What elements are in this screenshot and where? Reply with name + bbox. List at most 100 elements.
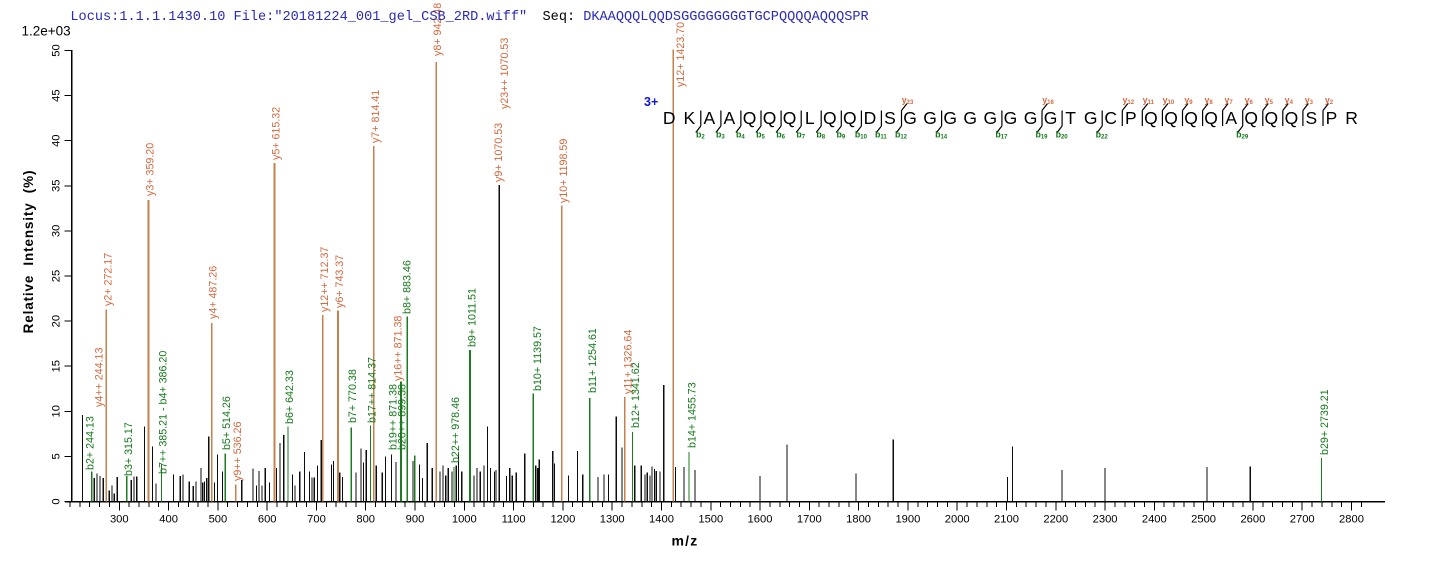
svg-text:Locus:1.1.1.1430.10 File:"2018: Locus:1.1.1.1430.10 File:"20181224_001_g… xyxy=(70,10,527,25)
svg-text:y5: y5 xyxy=(1265,95,1274,106)
svg-text:1500: 1500 xyxy=(698,514,723,526)
svg-text:S: S xyxy=(1306,108,1318,128)
svg-text:b22: b22 xyxy=(1096,130,1109,141)
svg-text:Q: Q xyxy=(763,108,777,128)
svg-text:b5+ 514.26: b5+ 514.26 xyxy=(221,396,233,450)
svg-text:Seq:: Seq: xyxy=(543,10,576,25)
svg-text:Q: Q xyxy=(1184,108,1198,128)
svg-text:10: 10 xyxy=(51,405,63,417)
svg-text:y12: y12 xyxy=(1123,95,1135,106)
svg-text:b9+ 1011.51: b9+ 1011.51 xyxy=(467,288,479,347)
svg-text:T: T xyxy=(1065,108,1076,128)
svg-text:3+: 3+ xyxy=(644,95,658,109)
svg-text:b17++ 814.37: b17++ 814.37 xyxy=(367,357,379,423)
svg-text:1000: 1000 xyxy=(452,514,477,526)
svg-text:2600: 2600 xyxy=(1240,514,1265,526)
svg-text:m/z: m/z xyxy=(672,533,699,549)
svg-text:1900: 1900 xyxy=(895,514,920,526)
svg-text:300: 300 xyxy=(110,514,129,526)
svg-text:b10: b10 xyxy=(855,130,868,141)
svg-text:b12: b12 xyxy=(895,130,908,141)
svg-text:y23: y23 xyxy=(902,95,914,106)
svg-text:G: G xyxy=(943,108,957,128)
svg-text:b17: b17 xyxy=(995,130,1008,141)
svg-text:Q: Q xyxy=(1204,108,1218,128)
svg-text:2200: 2200 xyxy=(1043,514,1068,526)
svg-text:2700: 2700 xyxy=(1290,514,1315,526)
svg-text:C: C xyxy=(1104,108,1117,128)
svg-text:A: A xyxy=(1225,108,1237,128)
svg-text:Q: Q xyxy=(1285,108,1299,128)
svg-text:y2: y2 xyxy=(1325,95,1334,106)
svg-text:b3: b3 xyxy=(716,130,725,141)
svg-text:L: L xyxy=(805,108,815,128)
svg-text:2300: 2300 xyxy=(1093,514,1118,526)
svg-text:b20: b20 xyxy=(1056,130,1069,141)
svg-text:800: 800 xyxy=(356,514,375,526)
svg-text:b7+ 770.38: b7+ 770.38 xyxy=(347,369,359,423)
svg-text:1600: 1600 xyxy=(748,514,773,526)
svg-text:y6: y6 xyxy=(1245,95,1254,106)
svg-text:y4+ 487.26: y4+ 487.26 xyxy=(208,266,220,319)
svg-text:y9: y9 xyxy=(1184,95,1193,106)
svg-text:D: D xyxy=(864,108,877,128)
svg-text:b2: b2 xyxy=(696,130,705,141)
svg-text:D: D xyxy=(663,108,676,128)
svg-text:b29: b29 xyxy=(1236,130,1249,141)
svg-text:DKAAQQQLQQDSGGGGGGGGTGCPQQQQAQ: DKAAQQQLQQDSGGGGGGGGTGCPQQQQAQQQSPR xyxy=(583,10,869,25)
svg-text:2400: 2400 xyxy=(1142,514,1167,526)
svg-text:P: P xyxy=(1326,108,1338,128)
svg-text:y16: y16 xyxy=(1042,95,1054,106)
svg-text:b14+ 1455.73: b14+ 1455.73 xyxy=(686,382,698,448)
svg-text:600: 600 xyxy=(258,514,277,526)
svg-text:b19++ 871.38: b19++ 871.38 xyxy=(388,384,400,450)
svg-text:G: G xyxy=(1044,108,1058,128)
svg-text:y3: y3 xyxy=(1305,95,1314,106)
svg-text:b8+ 883.46: b8+ 883.46 xyxy=(402,260,414,314)
svg-text:y4: y4 xyxy=(1285,95,1294,106)
svg-text:y9++ 536.26: y9++ 536.26 xyxy=(232,422,244,481)
svg-text:b14: b14 xyxy=(935,130,948,141)
svg-text:Q: Q xyxy=(783,108,797,128)
svg-text:700: 700 xyxy=(307,514,326,526)
svg-text:b2+ 244.13: b2+ 244.13 xyxy=(85,416,97,470)
svg-text:1300: 1300 xyxy=(600,514,625,526)
svg-text:2000: 2000 xyxy=(945,514,970,526)
svg-text:y7+ 814.41: y7+ 814.41 xyxy=(370,90,382,143)
svg-text:b8: b8 xyxy=(816,130,825,141)
svg-text:b6: b6 xyxy=(776,130,785,141)
svg-text:0: 0 xyxy=(51,498,63,504)
svg-text:y7: y7 xyxy=(1224,95,1233,106)
svg-text:K: K xyxy=(683,108,695,128)
svg-text:15: 15 xyxy=(51,360,63,372)
svg-text:1.2e+03: 1.2e+03 xyxy=(22,24,71,39)
svg-text:y11+ 1326.64: y11+ 1326.64 xyxy=(623,330,635,394)
svg-text:G: G xyxy=(1004,108,1018,128)
svg-text:50: 50 xyxy=(51,44,63,56)
svg-text:y12++ 712.37: y12++ 712.37 xyxy=(319,247,331,312)
svg-text:y8+ 942.48: y8+ 942.48 xyxy=(432,3,444,56)
svg-text:y11: y11 xyxy=(1143,95,1155,106)
svg-text:30: 30 xyxy=(51,225,63,237)
svg-text:Q: Q xyxy=(1144,108,1158,128)
svg-text:b29+ 2739.21: b29+ 2739.21 xyxy=(1319,389,1331,455)
svg-text:y6+ 743.37: y6+ 743.37 xyxy=(334,255,346,308)
svg-text:20: 20 xyxy=(51,315,63,327)
svg-text:Relative Intensity (%): Relative Intensity (%) xyxy=(21,170,36,334)
svg-text:Q: Q xyxy=(743,108,757,128)
svg-text:5: 5 xyxy=(51,453,63,459)
svg-text:b3+ 315.17: b3+ 315.17 xyxy=(123,422,135,476)
svg-text:2800: 2800 xyxy=(1339,514,1364,526)
svg-text:Q: Q xyxy=(1164,108,1178,128)
svg-text:y16++ 871.38: y16++ 871.38 xyxy=(393,316,405,381)
svg-text:b12+ 1341.62: b12+ 1341.62 xyxy=(630,362,642,428)
svg-text:b4: b4 xyxy=(736,130,745,141)
svg-text:45: 45 xyxy=(51,89,63,101)
svg-text:G: G xyxy=(1024,108,1038,128)
svg-text:b19: b19 xyxy=(1035,130,1048,141)
svg-text:1400: 1400 xyxy=(649,514,674,526)
svg-text:y12+ 1423.70: y12+ 1423.70 xyxy=(675,22,687,87)
svg-text:R: R xyxy=(1345,108,1358,128)
svg-text:b5: b5 xyxy=(756,130,765,141)
svg-text:b11+ 1254.61: b11+ 1254.61 xyxy=(587,328,599,393)
